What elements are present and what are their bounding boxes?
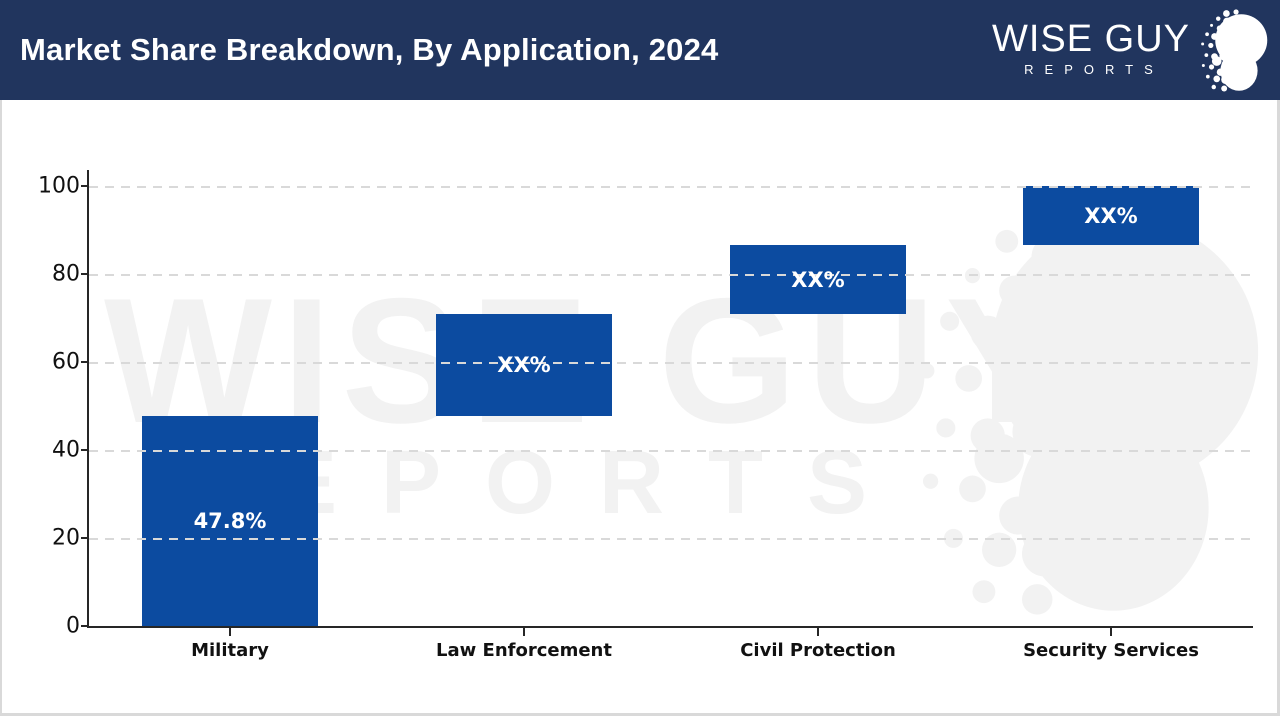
gridline-100 — [89, 186, 1253, 188]
y-axis-tick-label: 0 — [66, 613, 80, 639]
watermark-face-icon — [919, 193, 1259, 615]
gridline-20 — [89, 538, 1253, 540]
gridline-40 — [89, 450, 1253, 452]
y-axis-tick — [81, 625, 89, 627]
bar-value-label: 47.8% — [193, 508, 267, 533]
y-axis-line — [87, 170, 89, 628]
logo-wordmark: WISE GUY — [991, 18, 1190, 60]
category-label-law-enforcement: Law Enforcement — [436, 640, 612, 661]
y-axis-tick — [81, 273, 89, 275]
gridline-60 — [89, 362, 1253, 364]
wise-guy-reports-logo: WISE GUY REPORTS — [992, 6, 1268, 96]
gridline-80 — [89, 274, 1253, 276]
y-axis-tick — [81, 449, 89, 451]
x-axis-line — [87, 626, 1253, 628]
y-axis-tick — [81, 537, 89, 539]
y-axis-tick — [81, 185, 89, 187]
x-axis-tick — [1110, 628, 1112, 636]
category-label-military: Military — [191, 640, 269, 661]
bar-security-services — [1023, 186, 1199, 246]
y-axis-tick — [81, 361, 89, 363]
page-title: Market Share Breakdown, By Application, … — [20, 32, 719, 67]
bar-value-label: XX% — [791, 267, 845, 292]
x-axis-tick — [817, 628, 819, 636]
header-band: Market Share Breakdown, By Application, … — [0, 0, 1280, 100]
logo-subtitle: REPORTS — [1024, 62, 1164, 77]
bar-value-label: XX% — [1084, 203, 1138, 228]
y-axis-tick-label: 60 — [52, 349, 80, 375]
y-axis-tick-label: 100 — [38, 173, 80, 199]
category-label-civil-protection: Civil Protection — [740, 640, 896, 661]
x-axis-tick — [523, 628, 525, 636]
x-axis-tick — [229, 628, 231, 636]
y-axis-tick-label: 40 — [52, 437, 80, 463]
bar-law-enforcement — [436, 313, 612, 416]
dotted-face-icon — [1201, 9, 1268, 92]
y-axis-tick-label: 20 — [52, 525, 80, 551]
category-label-security-services: Security Services — [1023, 640, 1199, 661]
bar-civil-protection — [730, 245, 906, 314]
waterfall-chart: 47.8% XX% XX% XX% 0 20 40 60 80 100 Military Law En… — [0, 100, 1280, 716]
frame-left-border — [0, 100, 2, 716]
frame-right-border — [1277, 100, 1280, 716]
bar-value-label: XX% — [497, 352, 551, 377]
y-axis-tick-label: 80 — [52, 261, 80, 287]
frame-bottom-border — [0, 713, 1280, 716]
logo-text: WISE GUY REPORTS — [992, 20, 1190, 77]
